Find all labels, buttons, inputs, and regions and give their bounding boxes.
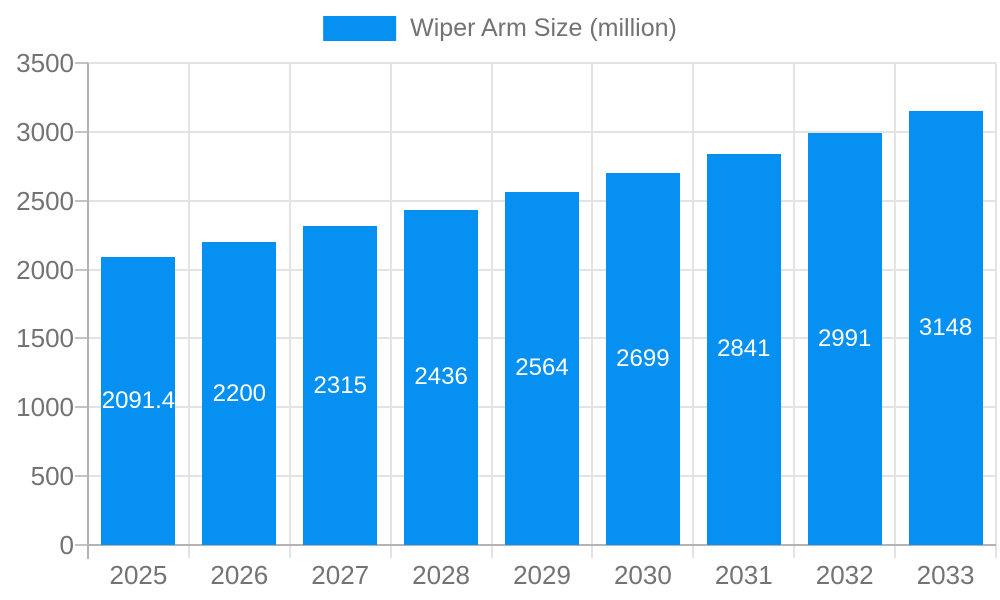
bar: 2436 (404, 209, 479, 545)
bar-value-label: 2091.4 (101, 386, 176, 414)
x-axis-tick (894, 545, 897, 558)
y-axis-tick (75, 199, 88, 202)
x-axis-tick-label: 2031 (714, 560, 773, 590)
y-axis-tick-label: 3000 (16, 116, 74, 147)
x-axis-tick (288, 545, 291, 558)
bar: 2091.4 (101, 256, 176, 545)
y-axis-tick (75, 62, 88, 64)
y-axis-tick (75, 268, 88, 271)
y-axis-line (87, 63, 89, 559)
bar: 2315 (303, 226, 378, 545)
x-axis-tick-label: 2033 (916, 560, 975, 590)
y-axis-tick-label: 1500 (16, 323, 74, 354)
x-axis-tick-label: 2027 (311, 560, 370, 590)
y-axis-tick-label: 2500 (16, 185, 74, 216)
x-axis-tick-label: 2030 (613, 560, 672, 590)
gridline-vertical (894, 63, 897, 545)
bar-value-label: 2315 (313, 371, 367, 399)
y-axis-tick (75, 475, 88, 478)
y-axis-tick-label: 0 (59, 530, 74, 560)
y-axis-tick-label: 3500 (16, 48, 74, 78)
bar-value-label: 3148 (918, 314, 973, 342)
x-axis-tick-label: 2029 (513, 560, 571, 590)
gridline-vertical (793, 63, 796, 545)
gridline-vertical (490, 63, 493, 545)
bar: 3148 (908, 111, 983, 545)
bar: 2841 (706, 153, 781, 545)
bar: 2200 (202, 242, 277, 545)
legend[interactable]: Wiper Arm Size (million) (323, 16, 677, 41)
y-axis-tick (75, 337, 88, 340)
x-axis-tick (490, 545, 493, 558)
y-axis-tick (75, 544, 88, 546)
x-axis-tick (591, 545, 594, 558)
bar-value-label: 2200 (212, 379, 267, 407)
y-axis-tick-label: 500 (30, 461, 74, 492)
x-axis-tick (995, 545, 997, 558)
bar-value-label: 2841 (717, 335, 771, 363)
y-axis-tick (75, 406, 88, 409)
bar: 2564 (505, 191, 579, 545)
y-axis-tick-label: 1000 (16, 392, 74, 423)
bar-value-label: 2991 (817, 325, 872, 353)
bar: 2991 (807, 133, 882, 545)
bar: 2699 (605, 173, 680, 545)
x-axis-tick-label: 2026 (210, 560, 269, 590)
x-axis-line (88, 544, 996, 546)
bar-value-label: 2564 (515, 354, 569, 382)
legend-label: Wiper Arm Size (million) (410, 14, 677, 42)
gridline-vertical (995, 63, 997, 545)
x-axis-tick (389, 545, 392, 558)
gridline-vertical (389, 63, 392, 545)
gridline-vertical (591, 63, 594, 545)
bar-value-label: 2699 (616, 345, 670, 373)
gridline-vertical (187, 63, 190, 545)
legend-swatch (323, 16, 397, 41)
y-axis-tick (75, 130, 88, 133)
gridline-vertical (288, 63, 291, 545)
x-axis-tick-label: 2025 (109, 560, 168, 590)
gridline-horizontal (88, 62, 996, 64)
x-axis-tick (187, 545, 190, 558)
x-axis-tick (692, 545, 695, 558)
x-axis-tick-label: 2032 (815, 560, 874, 590)
gridline-horizontal (88, 130, 996, 133)
y-axis-tick-label: 2000 (16, 254, 74, 285)
x-axis-tick (793, 545, 796, 558)
x-axis-tick-label: 2028 (412, 560, 471, 590)
bar-value-label: 2436 (414, 363, 468, 391)
gridline-vertical (692, 63, 695, 545)
